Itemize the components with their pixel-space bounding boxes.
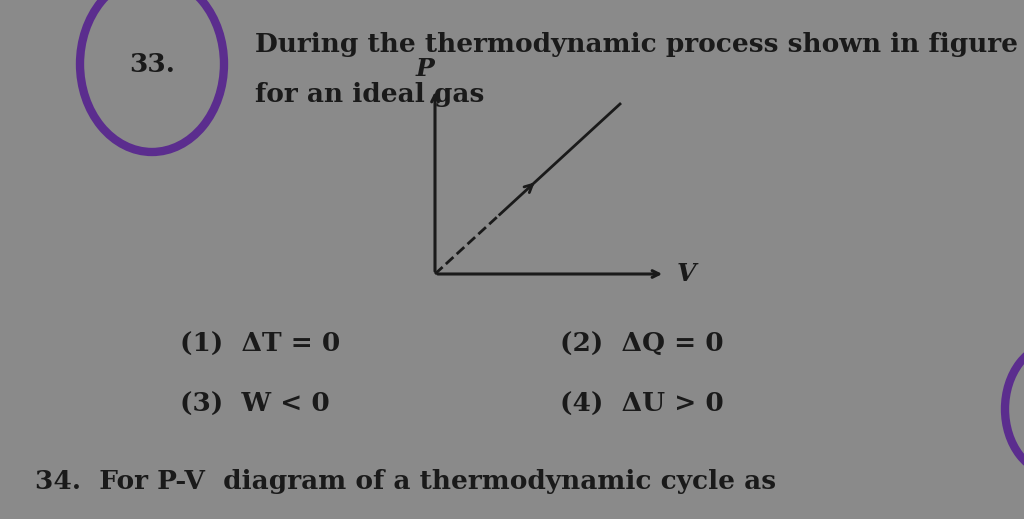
Text: for an ideal gas: for an ideal gas xyxy=(255,81,484,106)
Text: (4)  ΔU > 0: (4) ΔU > 0 xyxy=(560,391,724,417)
Text: During the thermodynamic process shown in figure: During the thermodynamic process shown i… xyxy=(255,32,1018,57)
Text: P: P xyxy=(416,57,434,81)
Text: V: V xyxy=(677,262,696,286)
Text: 33.: 33. xyxy=(129,51,175,76)
Text: 34.  For P-V  diagram of a thermodynamic cycle as: 34. For P-V diagram of a thermodynamic c… xyxy=(35,469,776,494)
Text: (2)  ΔQ = 0: (2) ΔQ = 0 xyxy=(560,332,724,357)
Text: (3)  W < 0: (3) W < 0 xyxy=(180,391,330,417)
Text: (1)  ΔT = 0: (1) ΔT = 0 xyxy=(180,332,340,357)
